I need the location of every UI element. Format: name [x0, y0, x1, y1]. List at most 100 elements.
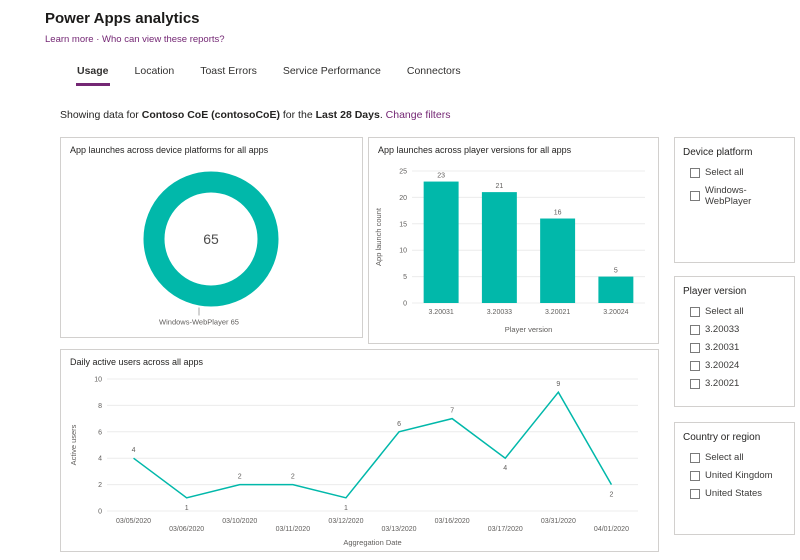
- header-links: Learn more · Who can view these reports?: [45, 34, 225, 45]
- donut-ring-windows-webplayer[interactable]: [143, 171, 279, 307]
- bar-value-label: 23: [437, 173, 445, 180]
- line-chart: 0 2 4 6 8 10 4 03/05/2020 1 03/06/2020 2 03/10/2020…: [69, 377, 638, 547]
- x-tick-label: 03/31/2020: [541, 518, 576, 525]
- bar-chart-title: App launches across player versions for …: [378, 145, 572, 155]
- learn-more-link[interactable]: Learn more: [45, 34, 94, 45]
- bar-3.20031[interactable]: [423, 181, 459, 303]
- filter-option-select-all[interactable]: Select all: [690, 306, 786, 317]
- x-axis-title: Player version: [505, 325, 553, 334]
- change-filters-link[interactable]: Change filters: [385, 109, 451, 121]
- filter-options: Select all 3.20033 3.20031 3.20024 3.20021: [683, 306, 786, 389]
- who-can-view-link[interactable]: Who can view these reports?: [102, 34, 225, 45]
- tab-bar: Usage Location Toast Errors Service Perform…: [76, 60, 462, 86]
- bar-chart-panel: App launches across player versions for …: [368, 137, 659, 344]
- y-tick-label: 4: [98, 456, 102, 463]
- bar-3.20021[interactable]: [540, 218, 576, 303]
- filter-option-select-all[interactable]: Select all: [690, 167, 786, 178]
- x-tick-label: 03/17/2020: [488, 526, 523, 533]
- checkbox-label: Windows-WebPlayer: [705, 185, 752, 207]
- filter-options: Select all Windows-WebPlayer: [683, 167, 786, 207]
- filter-option-united-states[interactable]: United States: [690, 488, 786, 499]
- bar-value-label: 16: [554, 210, 562, 217]
- checkbox-label: Select all: [705, 167, 744, 178]
- summary-period: .: [379, 109, 383, 121]
- summary-prefix: Showing data for: [60, 109, 139, 121]
- checkbox-label: 3.20033: [705, 324, 740, 335]
- y-tick-label: 8: [98, 403, 102, 410]
- filter-summary: Showing data for Contoso CoE (contosoCoE…: [60, 109, 450, 121]
- y-tick-label: 20: [399, 195, 407, 202]
- point-value-label: 6: [397, 421, 401, 428]
- checkbox-icon[interactable]: [690, 342, 700, 353]
- filter-title: Country or region: [683, 432, 761, 443]
- checkbox-label: 3.20024: [705, 360, 740, 371]
- tab-usage[interactable]: Usage: [76, 60, 110, 86]
- link-separator: ·: [93, 34, 103, 45]
- x-tick-label: 04/01/2020: [594, 526, 629, 533]
- y-tick-label: 25: [399, 169, 407, 176]
- point-value-label: 1: [344, 505, 348, 512]
- filter-title: Player version: [683, 286, 747, 297]
- x-tick-label: 03/16/2020: [435, 518, 470, 525]
- filter-option-select-all[interactable]: Select all: [690, 452, 786, 463]
- tab-toast-errors[interactable]: Toast Errors: [200, 65, 257, 77]
- y-axis-title: Active users: [69, 424, 78, 465]
- filter-option-3.20021[interactable]: 3.20021: [690, 378, 786, 389]
- bar-3.20033[interactable]: [481, 192, 517, 303]
- x-tick-label: 03/10/2020: [222, 518, 257, 525]
- filter-option-3.20031[interactable]: 3.20031: [690, 342, 786, 353]
- bar-value-label: 5: [614, 268, 618, 275]
- y-tick-label: 6: [98, 429, 102, 436]
- checkbox-icon[interactable]: [690, 360, 700, 371]
- donut-slice-label: Windows-WebPlayer 65: [159, 318, 239, 327]
- checkbox-icon[interactable]: [690, 488, 700, 499]
- x-tick-label: 03/11/2020: [276, 526, 311, 533]
- filter-option-3.20033[interactable]: 3.20033: [690, 324, 786, 335]
- filter-device-platform: Device platform Select all Windows-WebPla…: [674, 137, 795, 263]
- y-tick-label: 15: [399, 221, 407, 228]
- checkbox-icon[interactable]: [690, 452, 700, 463]
- x-tick-label: 3.20024: [603, 309, 628, 316]
- checkbox-label: 3.20021: [705, 378, 740, 389]
- page-title: Power Apps analytics: [45, 10, 200, 27]
- filter-title: Device platform: [683, 147, 753, 158]
- filter-player-version: Player version Select all 3.20033 3.20031 3…: [674, 276, 795, 407]
- tab-connectors[interactable]: Connectors: [406, 65, 461, 77]
- y-tick-label: 5: [403, 274, 407, 281]
- y-tick-label: 10: [399, 248, 407, 255]
- x-tick-label: 03/13/2020: [382, 526, 417, 533]
- point-value-label: 4: [132, 447, 136, 454]
- checkbox-label: 3.20031: [705, 342, 740, 353]
- bar-chart: 0 5 10 15 20 25 23 3.20031 21 3.20033 16 3.20021 5 3.…: [374, 169, 645, 334]
- line-series[interactable]: [133, 390, 613, 499]
- x-axis-title: Aggregation Date: [343, 538, 401, 547]
- checkbox-icon[interactable]: [690, 378, 700, 389]
- x-tick-label: 3.20031: [428, 309, 453, 316]
- checkbox-icon[interactable]: [690, 470, 700, 481]
- x-tick-label: 03/12/2020: [328, 518, 363, 525]
- filter-option-windows-webplayer[interactable]: Windows-WebPlayer: [690, 185, 786, 207]
- y-tick-label: 2: [98, 482, 102, 489]
- y-axis-title: App launch count: [374, 207, 383, 266]
- checkbox-label: Select all: [705, 452, 744, 463]
- point-value-label: 2: [291, 474, 295, 481]
- line-chart-title: Daily active users across all apps: [70, 357, 204, 367]
- checkbox-label: Select all: [705, 306, 744, 317]
- point-value-label: 2: [609, 492, 613, 499]
- tab-location[interactable]: Location: [134, 65, 175, 77]
- checkbox-icon[interactable]: [690, 191, 700, 201]
- checkbox-icon[interactable]: [690, 324, 700, 335]
- donut-chart-panel: App launches across device platforms for…: [60, 137, 363, 338]
- filter-option-3.20024[interactable]: 3.20024: [690, 360, 786, 371]
- checkbox-icon[interactable]: [690, 306, 700, 317]
- donut-center-value: 65: [203, 231, 219, 247]
- bar-3.20024[interactable]: [598, 276, 634, 303]
- y-tick-label: 10: [94, 377, 102, 384]
- filter-option-united-kingdom[interactable]: United Kingdom: [690, 470, 786, 481]
- checkbox-icon[interactable]: [690, 167, 700, 178]
- point-value-label: 2: [238, 474, 242, 481]
- tab-service-performance[interactable]: Service Performance: [282, 65, 381, 77]
- donut-chart: 65 Windows-WebPlayer 65: [143, 171, 279, 327]
- x-tick-label: 03/05/2020: [116, 518, 151, 525]
- y-tick-label: 0: [98, 509, 102, 516]
